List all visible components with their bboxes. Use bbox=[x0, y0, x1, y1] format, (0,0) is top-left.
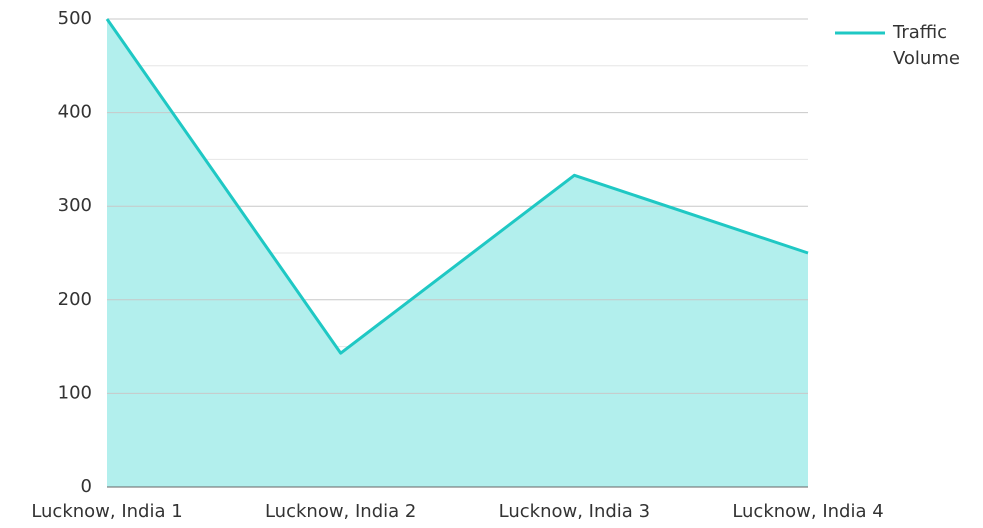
area bbox=[107, 19, 808, 487]
y-tick-label: 400 bbox=[58, 102, 92, 123]
y-tick-label: 0 bbox=[81, 476, 92, 497]
x-tick-label: Lucknow, India 4 bbox=[732, 501, 883, 522]
line bbox=[105, 18, 809, 355]
x-tick-label: Lucknow, India 3 bbox=[499, 501, 650, 522]
x-tick-label: Lucknow, India 2 bbox=[265, 501, 416, 522]
legend-label: Traffic Volume bbox=[893, 22, 960, 69]
y-tick-label: 500 bbox=[58, 8, 92, 29]
y-tick-label: 300 bbox=[58, 195, 92, 216]
x-tick-label: Lucknow, India 1 bbox=[31, 501, 182, 522]
y-tick-label: 100 bbox=[58, 382, 92, 403]
y-tick-label: 200 bbox=[58, 289, 92, 310]
